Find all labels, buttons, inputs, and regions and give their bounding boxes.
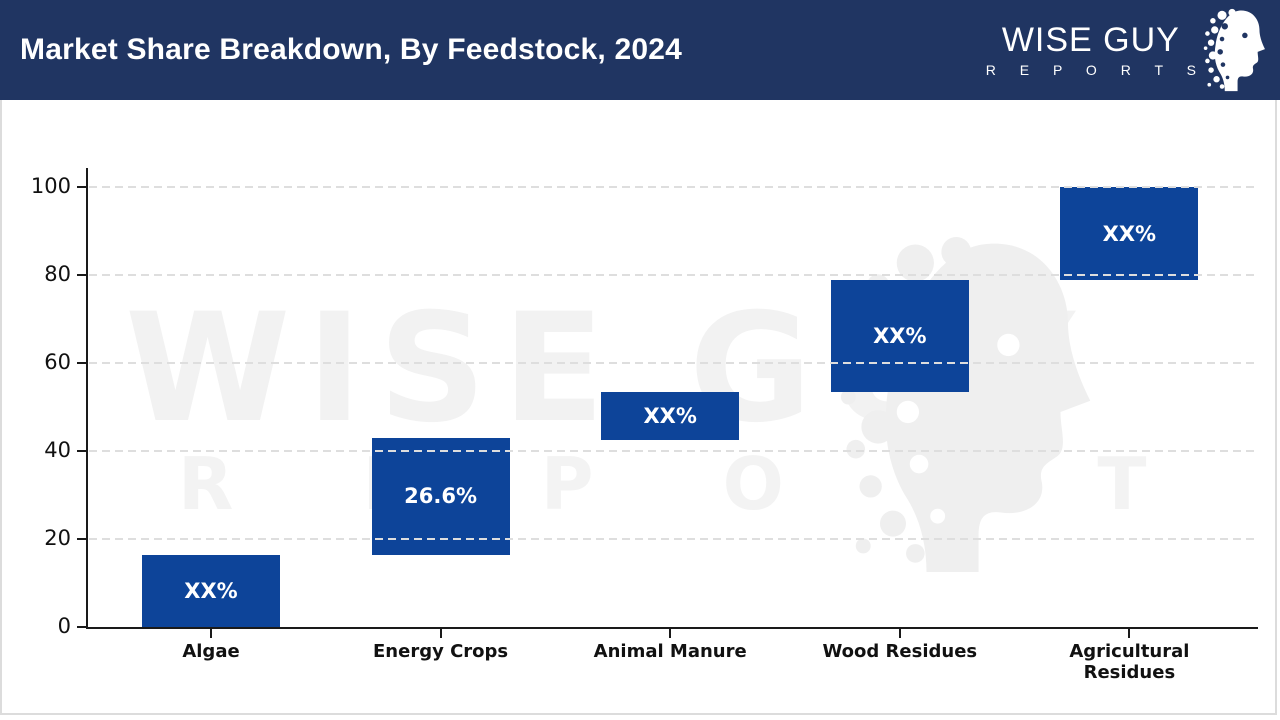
bar-energy-crops: 26.6%	[371, 437, 510, 555]
bar-wood-residues: XX%	[830, 280, 969, 393]
gridline	[89, 362, 1256, 364]
y-tick-label: 0	[57, 614, 71, 638]
y-tick-mark	[77, 362, 86, 364]
bar-animal-manure: XX%	[601, 392, 740, 440]
gridline	[89, 538, 1256, 540]
y-tick-mark	[77, 538, 86, 540]
gridline	[89, 274, 1256, 276]
wise-guy-reports-logo: WISE GUY R E P O R T S	[986, 0, 1280, 100]
x-tick-mark	[898, 629, 901, 638]
watermark-subtitle: R E P O R T S	[178, 442, 1280, 526]
logo-wordmark: WISE GUY	[1001, 21, 1180, 59]
logo-subtitle: R E P O R T S	[985, 62, 1206, 78]
y-tick-label: 80	[44, 262, 71, 286]
x-axis-line	[86, 627, 1258, 629]
bar-value-label: XX%	[643, 404, 697, 428]
y-tick-mark	[77, 450, 86, 452]
y-tick-mark	[77, 626, 86, 628]
bar-algae: XX%	[142, 554, 280, 627]
x-tick-mark	[669, 629, 672, 638]
x-category-label: Agricultural Residues	[1069, 641, 1190, 683]
y-tick-label: 40	[44, 438, 71, 462]
bar-value-label: XX%	[873, 324, 927, 349]
gridline	[89, 186, 1256, 188]
y-axis-line	[86, 168, 88, 629]
x-category-label: Wood Residues	[822, 641, 978, 662]
x-tick-mark	[439, 629, 442, 638]
x-tick-mark	[210, 629, 212, 638]
dotted-head-icon	[1203, 8, 1265, 92]
bar-value-label: XX%	[1102, 221, 1157, 246]
page-title: Market Share Breakdown, By Feedstock, 20…	[20, 33, 683, 66]
x-category-label: Animal Manure	[593, 641, 747, 662]
logo-text: WISE GUY R E P O R T S	[986, 23, 1196, 77]
bar-value-label: XX%	[184, 578, 238, 603]
bar-value-label: 26.6%	[404, 484, 478, 509]
x-tick-mark	[1128, 629, 1131, 638]
x-category-label: Algae	[182, 641, 240, 662]
x-category-label: Energy Crops	[373, 641, 509, 662]
gridline	[89, 450, 1256, 452]
y-tick-mark	[77, 186, 86, 188]
y-tick-mark	[77, 274, 86, 276]
y-tick-label: 20	[44, 526, 71, 550]
header: Market Share Breakdown, By Feedstock, 20…	[0, 0, 1280, 100]
y-tick-label: 100	[30, 174, 71, 198]
bar-agricultural-residues: XX%	[1060, 187, 1199, 281]
y-tick-label: 60	[44, 350, 71, 374]
